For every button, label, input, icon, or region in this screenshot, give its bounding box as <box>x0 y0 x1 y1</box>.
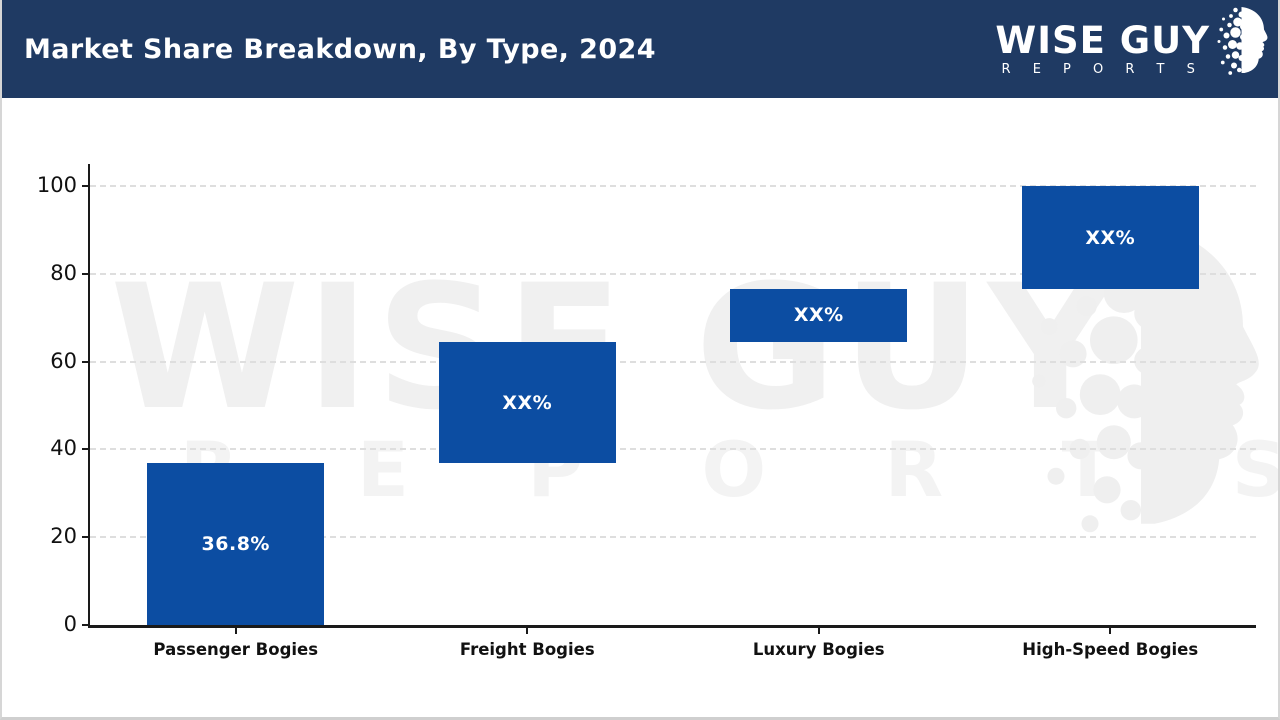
y-gridline <box>90 448 1256 451</box>
y-axis-tick-label: 80 <box>50 260 77 285</box>
bar-segment: XX% <box>1021 186 1199 290</box>
x-axis-category-label: Luxury Bogies <box>752 640 885 659</box>
y-axis-tick-label: 100 <box>36 173 77 197</box>
y-axis-tick-mark <box>82 360 89 363</box>
y-axis-tick-mark <box>82 448 89 451</box>
x-axis-tick-mark <box>526 627 529 634</box>
x-axis-category-label: Passenger Bogies <box>153 640 319 659</box>
bar-segment: 36.8% <box>147 463 325 625</box>
y-axis-tick-label: 0 <box>63 612 77 636</box>
x-axis-category-label: Freight Bogies <box>459 640 595 659</box>
y-gridline <box>90 360 1256 363</box>
logo-wordmark: WISE GUY <box>995 19 1210 62</box>
chart-title: Market Share Breakdown, By Type, 2024 <box>24 33 656 65</box>
bar-segment: XX% <box>730 289 908 342</box>
y-gridline <box>90 272 1256 275</box>
y-axis-tick-mark <box>82 624 89 626</box>
y-gridline <box>90 185 1256 187</box>
bar-segment: XX% <box>438 341 616 464</box>
bar-value-label: XX% <box>502 391 553 414</box>
y-axis-tick-label: 60 <box>50 348 77 373</box>
x-axis-tick-mark <box>234 627 237 634</box>
y-axis-tick-mark <box>82 185 89 187</box>
logo-subtitle: R E P O R T S <box>1001 62 1204 77</box>
x-axis-tick-mark <box>1109 627 1112 634</box>
x-axis-line <box>88 625 1256 628</box>
y-axis-line <box>88 164 90 627</box>
wise-guy-logo: WISE GUY R E P O R T S <box>995 4 1272 94</box>
x-axis-tick-mark <box>817 627 820 634</box>
bar-value-label: XX% <box>793 304 844 327</box>
y-axis-tick-mark <box>82 536 89 539</box>
y-axis-tick-mark <box>82 272 89 275</box>
bar-value-label: 36.8% <box>201 533 270 556</box>
logo-face-icon <box>1217 7 1268 75</box>
logo-text: WISE GUY R E P O R T S <box>995 22 1210 76</box>
y-gridline <box>90 536 1256 539</box>
bar-value-label: XX% <box>1085 226 1136 249</box>
y-axis-tick-label: 40 <box>50 436 77 461</box>
y-axis-tick-label: 20 <box>50 524 77 549</box>
header-band: Market Share Breakdown, By Type, 2024 WI… <box>2 0 1278 98</box>
x-axis-category-label: High-Speed Bogies <box>1022 640 1199 659</box>
